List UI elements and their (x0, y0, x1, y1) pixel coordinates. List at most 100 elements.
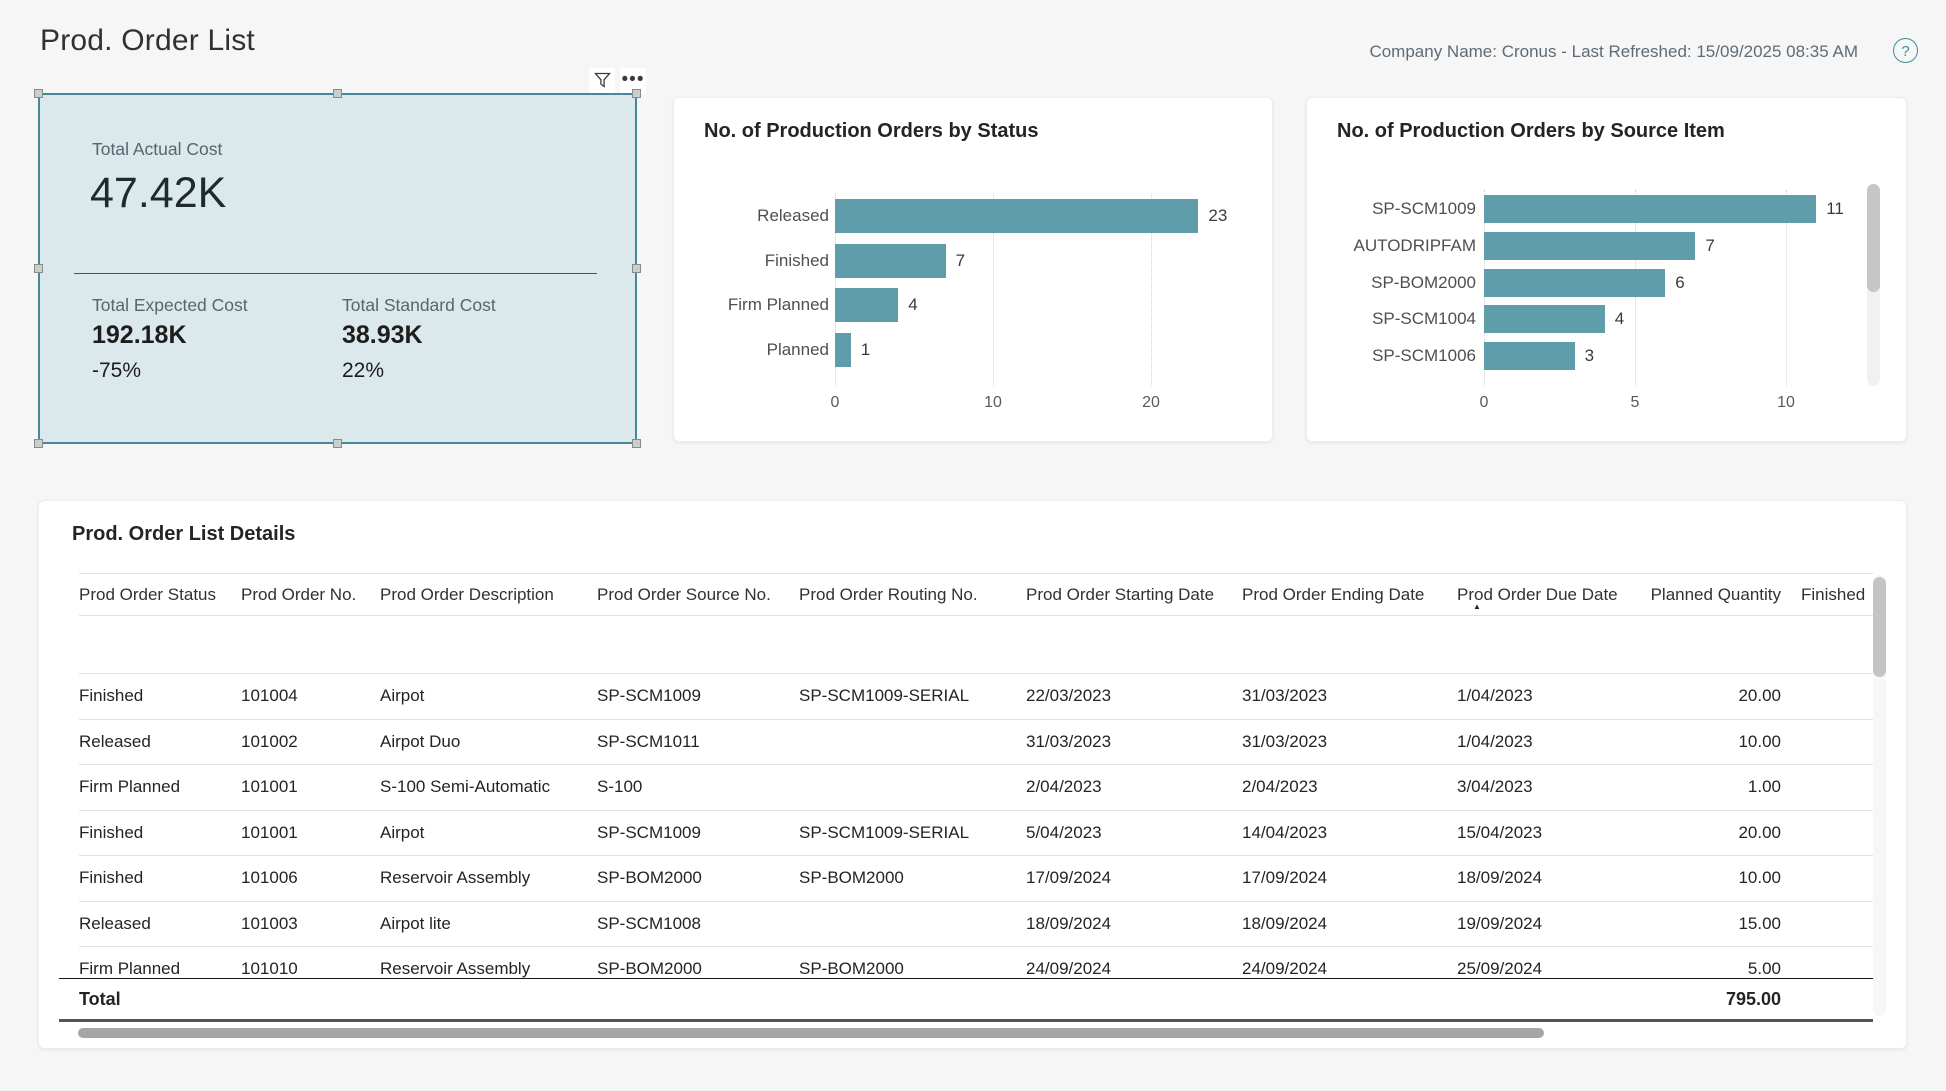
selection-handle[interactable] (332, 89, 342, 98)
table-cell: 2/04/2023 (1242, 764, 1457, 810)
x-axis-tick-label: 0 (830, 394, 840, 411)
table-cell: 101004 (241, 673, 380, 719)
column-header[interactable]: Prod Order Due Date ▲ (1457, 584, 1618, 611)
table-cell: 1/04/2023 (1457, 718, 1643, 765)
vertical-scrollbar[interactable] (1873, 575, 1886, 1016)
column-header[interactable]: Prod Order Routing No. (799, 584, 978, 604)
selection-handle[interactable] (632, 89, 641, 98)
table-total-row: Total 795.00 (59, 978, 1873, 1022)
table-cell: 101010 (241, 946, 380, 978)
selection-handle[interactable] (34, 89, 43, 98)
column-header[interactable]: Prod Order No. (241, 584, 357, 604)
selection-handle[interactable] (332, 439, 342, 448)
column-header[interactable]: Prod Order Ending Date (1242, 584, 1425, 604)
table-cell: 24/09/2024 (1026, 946, 1242, 978)
table-row[interactable]: Firm Planned 101010 Reservoir Assembly SP-B… (79, 946, 1873, 978)
table-row[interactable]: Finished 101001 Airpot SP-SCM1009 SP-SCM1009… (79, 809, 1873, 856)
table-header: Prod Order Status Prod Order No. Prod Orde… (59, 573, 1873, 616)
table-body: Finished 101004 Airpot SP-SCM1009 SP-SCM1009… (59, 673, 1873, 978)
category-label: SP-BOM2000 (1371, 272, 1476, 292)
table-cell: SP-SCM1008 (597, 900, 799, 947)
gridline (993, 193, 994, 386)
table-row[interactable]: Released 101003 Airpot lite SP-SCM1008 18/09… (79, 900, 1873, 947)
selection-handle[interactable] (632, 439, 641, 448)
kpi-card-total-actual-cost[interactable]: Total Actual Cost 47.42K Total Expected … (34, 89, 641, 448)
total-cell (241, 979, 380, 1019)
table-cell: Airpot Duo (380, 718, 597, 765)
table-cell (1801, 718, 1873, 765)
chart-scrollbar-thumb[interactable] (1867, 184, 1880, 292)
column-header[interactable]: Prod Order Starting Date (1026, 584, 1215, 604)
table-cell: 1/04/2023 (1457, 673, 1643, 719)
total-planned-quantity: 795.00 (1725, 988, 1781, 1009)
table-cell: Airpot lite (380, 900, 597, 947)
table-row[interactable]: Released 101002 Airpot Duo SP-SCM1011 31/03/… (79, 718, 1873, 765)
category-label: Planned (766, 339, 829, 359)
column-header[interactable]: Prod Order Status (79, 584, 217, 604)
bar-data-label: 1 (860, 339, 871, 359)
category-label: Finished (764, 250, 829, 270)
table-cell: 14/04/2023 (1242, 809, 1457, 856)
x-axis-tick-label: 20 (1142, 394, 1160, 411)
table-row[interactable]: Finished 101006 Reservoir Assembly SP-BOM20… (79, 855, 1873, 901)
table-cell: 31/03/2023 (1242, 673, 1457, 719)
table-cell (1801, 673, 1873, 719)
table-cell: 20.00 (1643, 809, 1801, 856)
vertical-scrollbar-thumb[interactable] (1873, 577, 1886, 677)
column-header[interactable]: Prod Order Description (380, 584, 554, 604)
bar[interactable] (1484, 231, 1696, 260)
bar[interactable] (1484, 268, 1666, 297)
selection-handle[interactable] (34, 263, 43, 273)
table-cell: Finished (79, 855, 241, 901)
table-cell: SP-SCM1009 (597, 673, 799, 719)
bar[interactable] (835, 199, 1199, 233)
table-cell: SP-SCM1009 (597, 809, 799, 856)
help-icon[interactable]: ? (1893, 38, 1918, 63)
chart-scrollbar[interactable] (1867, 184, 1880, 386)
bar[interactable] (835, 288, 899, 322)
table-cell: SP-BOM2000 (597, 855, 799, 901)
table-cell (799, 900, 1026, 947)
chart-title: No. of Production Orders by Status (704, 120, 1039, 142)
selection-handle[interactable] (632, 263, 641, 273)
kpi-title: Total Actual Cost (92, 139, 223, 159)
bar[interactable] (1484, 342, 1575, 371)
table-cell: SP-SCM1011 (597, 718, 799, 765)
x-axis-tick-label: 0 (1479, 394, 1489, 411)
column-header[interactable]: Planned Quantity (1650, 584, 1781, 604)
table-cell: SP-BOM2000 (799, 855, 1026, 901)
bar-data-label: 7 (1705, 235, 1715, 255)
category-label: SP-SCM1004 (1372, 309, 1476, 329)
total-cell (597, 979, 799, 1019)
kpi-sub-delta-expected: -75% (92, 359, 142, 382)
chart-plot: 0 5 10 SP-SCM1009 11 AUTODRIPFAM 7 SP-BOM2000 6 S… (1307, 98, 1906, 441)
selection-handle[interactable] (34, 439, 43, 448)
table-row[interactable]: Firm Planned 101001 S-100 Semi-Automatic S-… (79, 764, 1873, 810)
total-cell (1242, 979, 1457, 1019)
chart-orders-by-status: No. of Production Orders by Status 0 10 20… (673, 97, 1273, 442)
table-cell: SP-SCM1009-SERIAL (799, 673, 1026, 719)
table-cell: 20.00 (1643, 673, 1801, 719)
column-header[interactable]: Finished (1801, 584, 1866, 604)
table-cell: Airpot (380, 809, 597, 856)
table-cell: 3/04/2023 (1457, 764, 1643, 810)
table-cell (799, 764, 1026, 810)
gridline (1151, 193, 1152, 386)
bar[interactable] (835, 332, 851, 367)
gridline (1786, 190, 1787, 386)
horizontal-scrollbar-thumb[interactable] (78, 1028, 1544, 1038)
bar[interactable] (835, 243, 946, 278)
table-row[interactable]: Finished 101004 Airpot SP-SCM1009 SP-SCM1009… (79, 673, 1873, 719)
table-cell: 101006 (241, 855, 380, 901)
table-cell: S-100 Semi-Automatic (380, 764, 597, 810)
column-header[interactable]: Prod Order Source No. (597, 584, 771, 604)
table-cell: Released (79, 718, 241, 765)
bar[interactable] (1484, 305, 1605, 334)
category-label: AUTODRIPFAM (1353, 235, 1476, 255)
bar-data-label: 6 (1675, 272, 1685, 292)
bar[interactable] (1484, 195, 1817, 223)
filter-icon[interactable] (589, 68, 615, 94)
table-title: Prod. Order List Details (72, 523, 296, 545)
table-card: Prod. Order List Details Prod Order Stat… (38, 500, 1907, 1049)
